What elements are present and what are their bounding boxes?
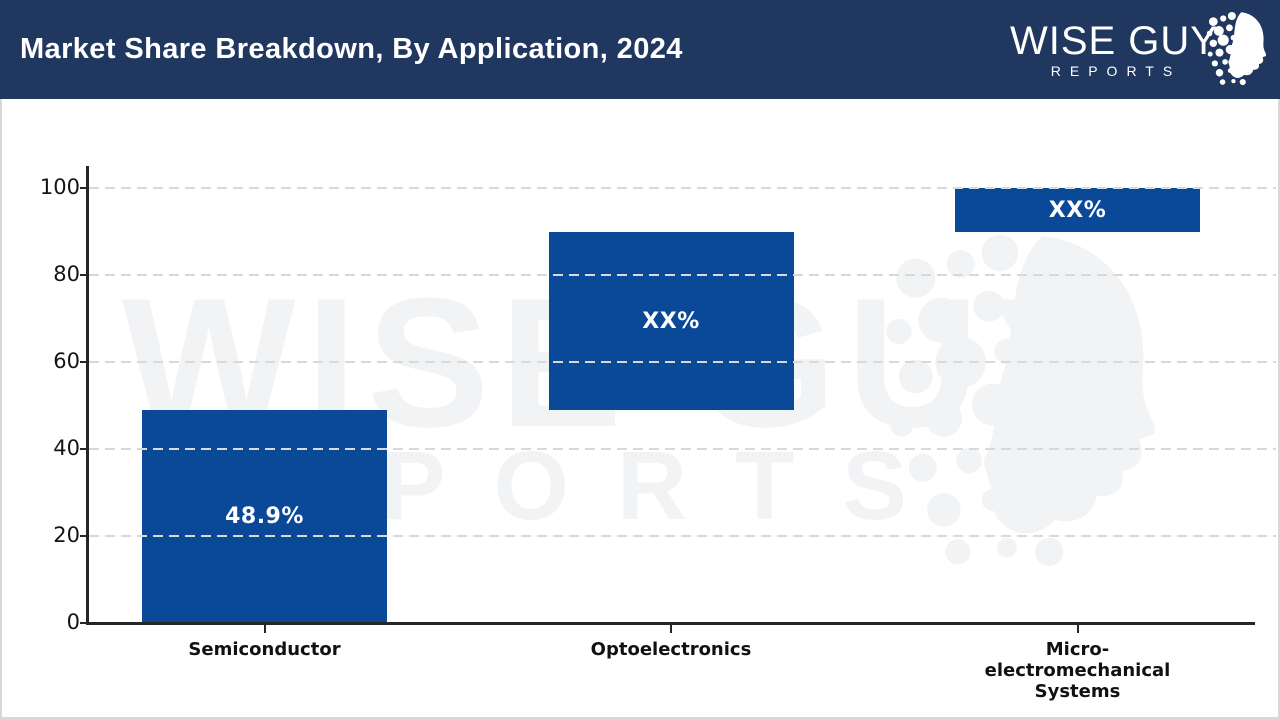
gridline-20 <box>89 535 1276 537</box>
bar-value-label: XX% <box>1048 197 1107 223</box>
chart-title: Market Share Breakdown, By Application, … <box>20 33 683 65</box>
bar-segment-3: XX% <box>955 188 1200 233</box>
y-axis-tick-label: 80 <box>53 262 80 286</box>
bar-value-label: XX% <box>642 308 700 334</box>
y-axis-tick-label: 0 <box>66 610 80 634</box>
watermark-head-icon <box>838 222 1190 587</box>
x-axis-category-label: Micro-electromechanical Systems <box>928 639 1228 702</box>
y-axis-tick-mark <box>80 361 88 363</box>
gridline-100 <box>89 187 1276 189</box>
logo-subtext: REPORTS <box>1050 62 1182 79</box>
y-axis-tick-label: 60 <box>53 349 80 373</box>
category-label-line: Optoelectronics <box>590 639 752 660</box>
category-label-line: Semiconductor <box>188 639 341 660</box>
category-label-line: Micro- <box>1045 639 1110 660</box>
y-axis-tick-mark <box>80 274 88 276</box>
y-axis-tick-label: 100 <box>39 175 80 199</box>
logo-text: WISE GUY REPORTS <box>1010 21 1218 79</box>
x-axis-tick-mark <box>1076 625 1079 633</box>
gridline-80 <box>89 274 1276 276</box>
y-axis-tick-mark <box>80 448 88 450</box>
x-axis-tick-mark <box>670 625 672 633</box>
bar-value-label: 48.9% <box>225 504 304 530</box>
bar-segment-2: XX% <box>548 232 794 411</box>
gridline-60 <box>89 361 1276 363</box>
brand-logo: WISE GUY REPORTS <box>1010 7 1266 93</box>
y-axis-tick-mark <box>80 187 88 189</box>
y-axis-line <box>86 166 89 625</box>
y-axis-tick-label: 20 <box>53 523 80 547</box>
logo-wordmark: WISE GUY <box>1009 18 1218 63</box>
y-axis-tick-mark <box>80 622 88 624</box>
gridline-40 <box>89 448 1276 450</box>
category-label-line: Systems <box>1034 681 1121 702</box>
x-axis-tick-mark <box>263 625 266 633</box>
x-axis-category-label: Semiconductor <box>115 639 415 660</box>
category-label-line: electromechanical <box>984 660 1171 681</box>
y-axis-tick-mark <box>80 535 88 537</box>
x-axis-category-label: Optoelectronics <box>521 639 821 660</box>
x-axis-line <box>86 622 1255 625</box>
y-axis-tick-label: 40 <box>53 436 80 460</box>
header-bar: Market Share Breakdown, By Application, … <box>0 0 1280 99</box>
bar-segment-1: 48.9% <box>142 410 387 623</box>
